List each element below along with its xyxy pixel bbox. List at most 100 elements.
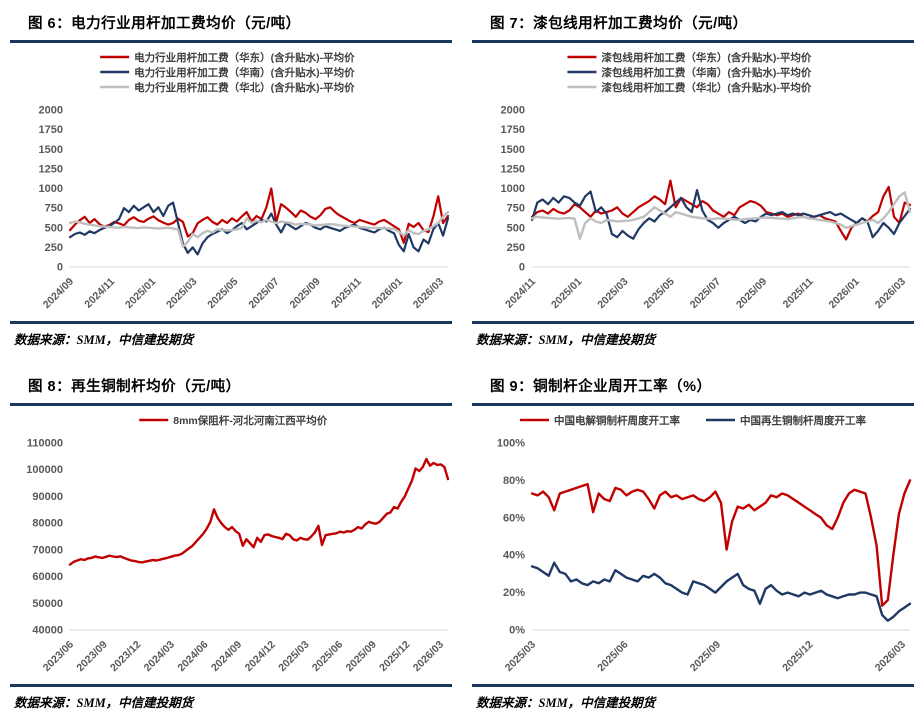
x-tick-label: 2024/11 xyxy=(82,276,117,311)
figure-8-title: 图 8：再生铜制杆均价（元/吨） xyxy=(28,379,241,395)
x-tick-label: 2024/09 xyxy=(41,276,76,311)
x-tick-label: 2026/01 xyxy=(827,276,862,311)
legend-label-enameled-rod-fee-north: 漆包线用杆加工费（华北）(含升贴水)-平均价 xyxy=(601,81,811,94)
x-tick-label: 2025/12 xyxy=(377,639,412,674)
x-tick-label: 2024/06 xyxy=(175,639,210,674)
y-tick-label: 2000 xyxy=(501,105,525,117)
bottom-rule xyxy=(10,321,452,324)
y-tick-label: 250 xyxy=(507,242,525,254)
x-tick-label: 2023/12 xyxy=(108,639,143,674)
figure-9-title: 图 9：铜制杆企业周开工率（%） xyxy=(490,379,712,395)
figure-7-chart: 漆包线用杆加工费（华东）(含升贴水)-平均价漆包线用杆加工费（华南）(含升贴水)… xyxy=(501,51,912,311)
y-tick-label: 1750 xyxy=(501,124,525,136)
series-electrolytic-copper-rod-weekly-rate xyxy=(530,479,912,607)
legend-label-recycled-copper-rod-8mm-avg: 8mm保阻杆-河北河南江西平均价 xyxy=(173,414,328,427)
y-tick-label: 1250 xyxy=(39,163,63,175)
figure-8-source: 数据来源：SMM，中信建投期货 xyxy=(14,696,194,710)
x-tick-label: 2025/06 xyxy=(310,639,345,674)
legend-label-power-rod-fee-south: 电力行业用杆加工费（华南）(含升贴水)-平均价 xyxy=(134,66,355,79)
series-recycled-copper-rod-weekly-rate xyxy=(530,561,912,622)
figure-7-title: 图 7：漆包线用杆加工费均价（元/吨） xyxy=(490,16,748,32)
y-tick-label: 1250 xyxy=(501,163,525,175)
legend-label-electrolytic-copper-rod-weekly-rate: 中国电解铜制杆周度开工率 xyxy=(554,414,680,427)
x-tick-label: 2025/03 xyxy=(503,639,538,674)
y-tick-label: 0% xyxy=(509,625,525,637)
x-tick-label: 2026/03 xyxy=(411,639,446,674)
x-tick-label: 2025/09 xyxy=(734,276,769,311)
series-enameled-rod-fee-east xyxy=(530,179,912,241)
x-tick-label: 2024/09 xyxy=(209,639,244,674)
y-tick-label: 250 xyxy=(45,242,63,254)
y-tick-label: 40000 xyxy=(32,625,63,637)
x-tick-label: 2025/12 xyxy=(780,639,815,674)
x-tick-label: 2025/07 xyxy=(688,276,723,311)
y-tick-label: 0 xyxy=(519,262,525,274)
x-tick-label: 2025/03 xyxy=(276,639,311,674)
y-tick-label: 2000 xyxy=(39,105,63,117)
figure-9-source: 数据来源：SMM，中信建投期货 xyxy=(476,696,656,710)
x-tick-label: 2025/03 xyxy=(595,276,630,311)
figure-6-panel: 图 6：电力行业用杆加工费均价（元/吨） 电力行业用杆加工费（华东）(含升贴水)… xyxy=(0,0,462,363)
figure-6-source: 数据来源：SMM，中信建投期货 xyxy=(14,333,194,347)
figure-8-panel: 图 8：再生铜制杆均价（元/吨） 8mm保阻杆-河北河南江西平均价 40000 50… xyxy=(0,363,462,725)
figure-9-panel: 图 9：铜制杆企业周开工率（%） 中国电解铜制杆周度开工率 中国再生铜制杆周度开工… xyxy=(462,363,924,725)
y-tick-label: 80% xyxy=(503,475,525,487)
legend-label-enameled-rod-fee-south: 漆包线用杆加工费（华南）(含升贴水)-平均价 xyxy=(601,66,811,79)
y-tick-label: 20% xyxy=(503,587,525,599)
figure-7-source: 数据来源：SMM，中信建投期货 xyxy=(476,333,656,347)
y-tick-label: 1500 xyxy=(39,144,63,156)
figure-6-title: 图 6：电力行业用杆加工费均价（元/吨） xyxy=(28,16,301,32)
figure-6-chart: 电力行业用杆加工费（华东）(含升贴水)-平均价电力行业用杆加工费（华南）(含升贴… xyxy=(39,51,450,311)
x-tick-label: 2025/05 xyxy=(205,276,240,311)
y-tick-label: 60% xyxy=(503,512,525,524)
x-tick-label: 2026/01 xyxy=(370,276,405,311)
y-tick-label: 100% xyxy=(497,438,525,450)
series-power-rod-fee-east xyxy=(68,187,450,244)
title-rule xyxy=(472,40,914,43)
y-tick-label: 500 xyxy=(507,222,525,234)
figure-9-chart: 中国电解铜制杆周度开工率 中国再生铜制杆周度开工率 0% 20% 40% 60% 80% 10… xyxy=(497,414,912,674)
series-recycled-copper-rod-8mm-avg xyxy=(68,457,450,566)
y-tick-label: 1000 xyxy=(501,183,525,195)
x-tick-label: 2025/09 xyxy=(688,639,723,674)
x-tick-label: 2026/03 xyxy=(873,276,908,311)
title-rule xyxy=(10,40,452,43)
x-tick-label: 2023/06 xyxy=(41,639,76,674)
bottom-rule xyxy=(472,321,914,324)
y-tick-label: 40% xyxy=(503,550,525,562)
x-tick-label: 2025/01 xyxy=(549,276,584,311)
title-rule xyxy=(10,403,452,406)
x-tick-label: 2025/05 xyxy=(642,276,677,311)
x-tick-label: 2025/01 xyxy=(123,276,158,311)
x-tick-label: 2025/09 xyxy=(287,276,322,311)
x-tick-label: 2024/03 xyxy=(142,639,177,674)
x-tick-label: 2025/11 xyxy=(329,276,364,311)
y-tick-label: 100000 xyxy=(26,464,63,476)
y-tick-label: 750 xyxy=(507,203,525,215)
bottom-rule xyxy=(10,684,452,687)
title-rule xyxy=(472,403,914,406)
y-tick-label: 60000 xyxy=(32,571,63,583)
y-tick-label: 110000 xyxy=(27,438,63,450)
x-tick-label: 2025/03 xyxy=(164,276,199,311)
series-power-rod-fee-north xyxy=(68,210,450,248)
x-tick-label: 2025/11 xyxy=(781,276,816,311)
series-enameled-rod-fee-south xyxy=(530,189,912,240)
y-tick-label: 50000 xyxy=(32,598,63,610)
y-tick-label: 1000 xyxy=(39,183,63,195)
y-tick-label: 750 xyxy=(45,203,63,215)
figure-7-panel: 图 7：漆包线用杆加工费均价（元/吨） 漆包线用杆加工费（华东）(含升贴水)-平… xyxy=(462,0,924,363)
x-tick-label: 2025/09 xyxy=(344,639,379,674)
x-tick-label: 2025/06 xyxy=(595,639,630,674)
x-tick-label: 2024/11 xyxy=(503,276,538,311)
legend-label-power-rod-fee-north: 电力行业用杆加工费（华北）(含升贴水)-平均价 xyxy=(134,81,355,94)
x-tick-label: 2026/03 xyxy=(411,276,446,311)
y-tick-label: 0 xyxy=(57,262,63,274)
bottom-rule xyxy=(472,684,914,687)
legend-label-enameled-rod-fee-east: 漆包线用杆加工费（华东）(含升贴水)-平均价 xyxy=(601,51,811,64)
series-enameled-rod-fee-north xyxy=(530,191,912,240)
y-tick-label: 1500 xyxy=(501,144,525,156)
figure-8-chart: 8mm保阻杆-河北河南江西平均价 40000 50000 60000 70000 8000… xyxy=(26,414,450,674)
y-tick-label: 1750 xyxy=(39,124,63,136)
